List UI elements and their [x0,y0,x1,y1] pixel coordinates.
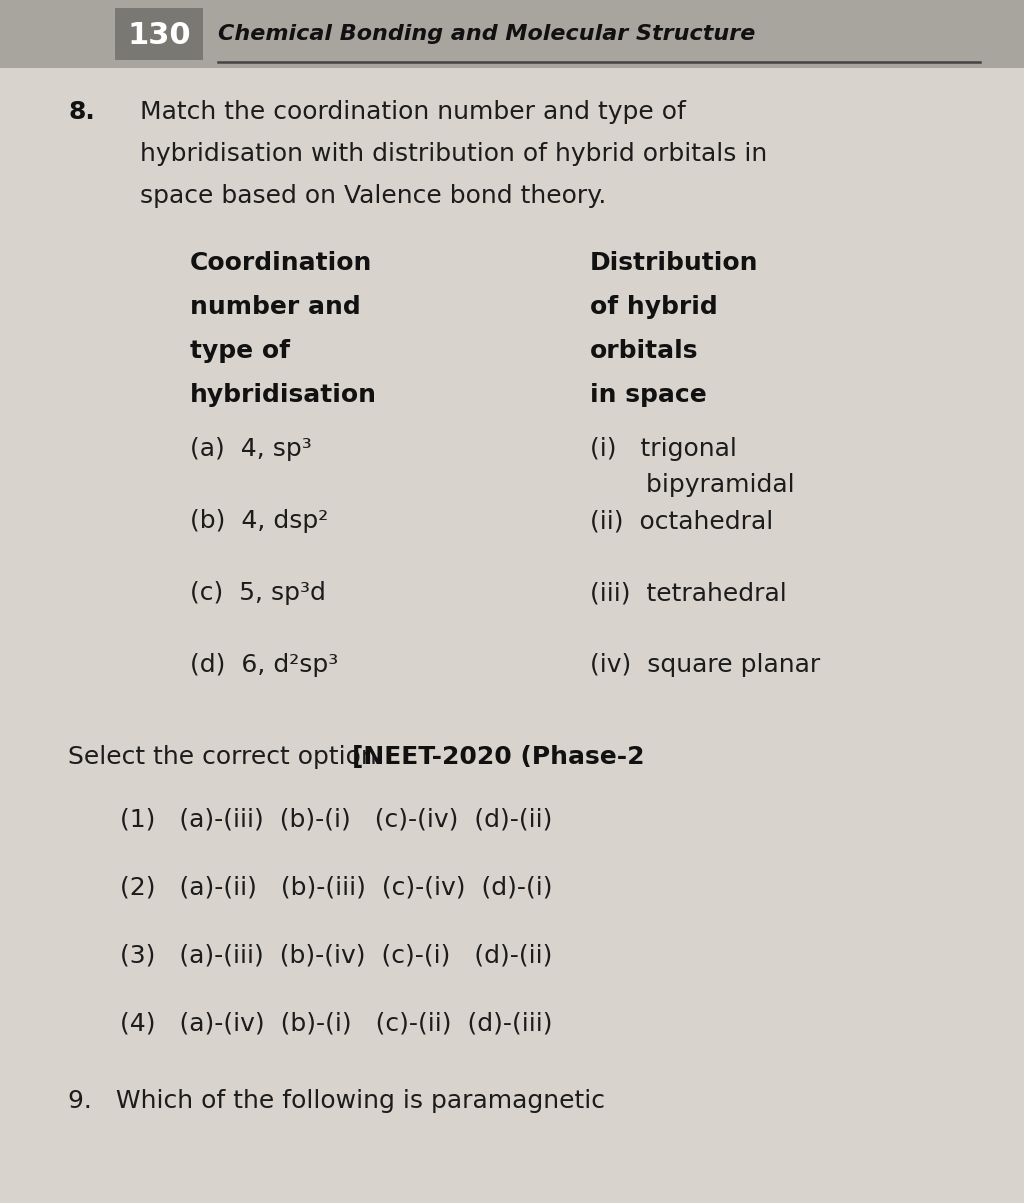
Text: Distribution: Distribution [590,251,759,275]
Text: bipyramidal: bipyramidal [590,473,795,497]
Text: in space: in space [590,383,707,407]
Text: type of: type of [190,339,290,363]
Text: [NEET-2020 (Phase-2: [NEET-2020 (Phase-2 [352,745,645,769]
Text: (1)   (a)-(iii)  (b)-(i)   (c)-(iv)  (d)-(ii): (1) (a)-(iii) (b)-(i) (c)-(iv) (d)-(ii) [120,807,552,831]
Text: Select the correct option :: Select the correct option : [68,745,410,769]
Text: (ii)  octahedral: (ii) octahedral [590,509,773,533]
Text: (c)  5, sp³d: (c) 5, sp³d [190,581,326,605]
Text: Match the coordination number and type of: Match the coordination number and type o… [140,100,686,124]
Text: (d)  6, d²sp³: (d) 6, d²sp³ [190,653,338,677]
Text: (3)   (a)-(iii)  (b)-(iv)  (c)-(i)   (d)-(ii): (3) (a)-(iii) (b)-(iv) (c)-(i) (d)-(ii) [120,943,552,967]
Text: 8.: 8. [68,100,95,124]
Text: of hybrid: of hybrid [590,295,718,319]
Text: hybridisation with distribution of hybrid orbitals in: hybridisation with distribution of hybri… [140,142,767,166]
Text: (2)   (a)-(ii)   (b)-(iii)  (c)-(iv)  (d)-(i): (2) (a)-(ii) (b)-(iii) (c)-(iv) (d)-(i) [120,875,553,899]
Text: hybridisation: hybridisation [190,383,377,407]
Bar [0,0,1024,69]
Text: (a)  4, sp³: (a) 4, sp³ [190,437,311,461]
Text: number and: number and [190,295,360,319]
Text: 130: 130 [127,22,190,51]
Text: (b)  4, dsp²: (b) 4, dsp² [190,509,329,533]
Text: (4)   (a)-(iv)  (b)-(i)   (c)-(ii)  (d)-(iii): (4) (a)-(iv) (b)-(i) (c)-(ii) (d)-(iii) [120,1011,553,1035]
Text: (i)   trigonal: (i) trigonal [590,437,737,461]
Text: (iii)  tetrahedral: (iii) tetrahedral [590,581,786,605]
Text: orbitals: orbitals [590,339,698,363]
Text: space based on Valence bond theory.: space based on Valence bond theory. [140,184,606,208]
Bar [115,8,203,60]
Text: 9.   Which of the following is paramagnetic: 9. Which of the following is paramagneti… [68,1089,605,1113]
Text: Chemical Bonding and Molecular Structure: Chemical Bonding and Molecular Structure [218,24,756,45]
Text: Coordination: Coordination [190,251,373,275]
Text: (iv)  square planar: (iv) square planar [590,653,820,677]
